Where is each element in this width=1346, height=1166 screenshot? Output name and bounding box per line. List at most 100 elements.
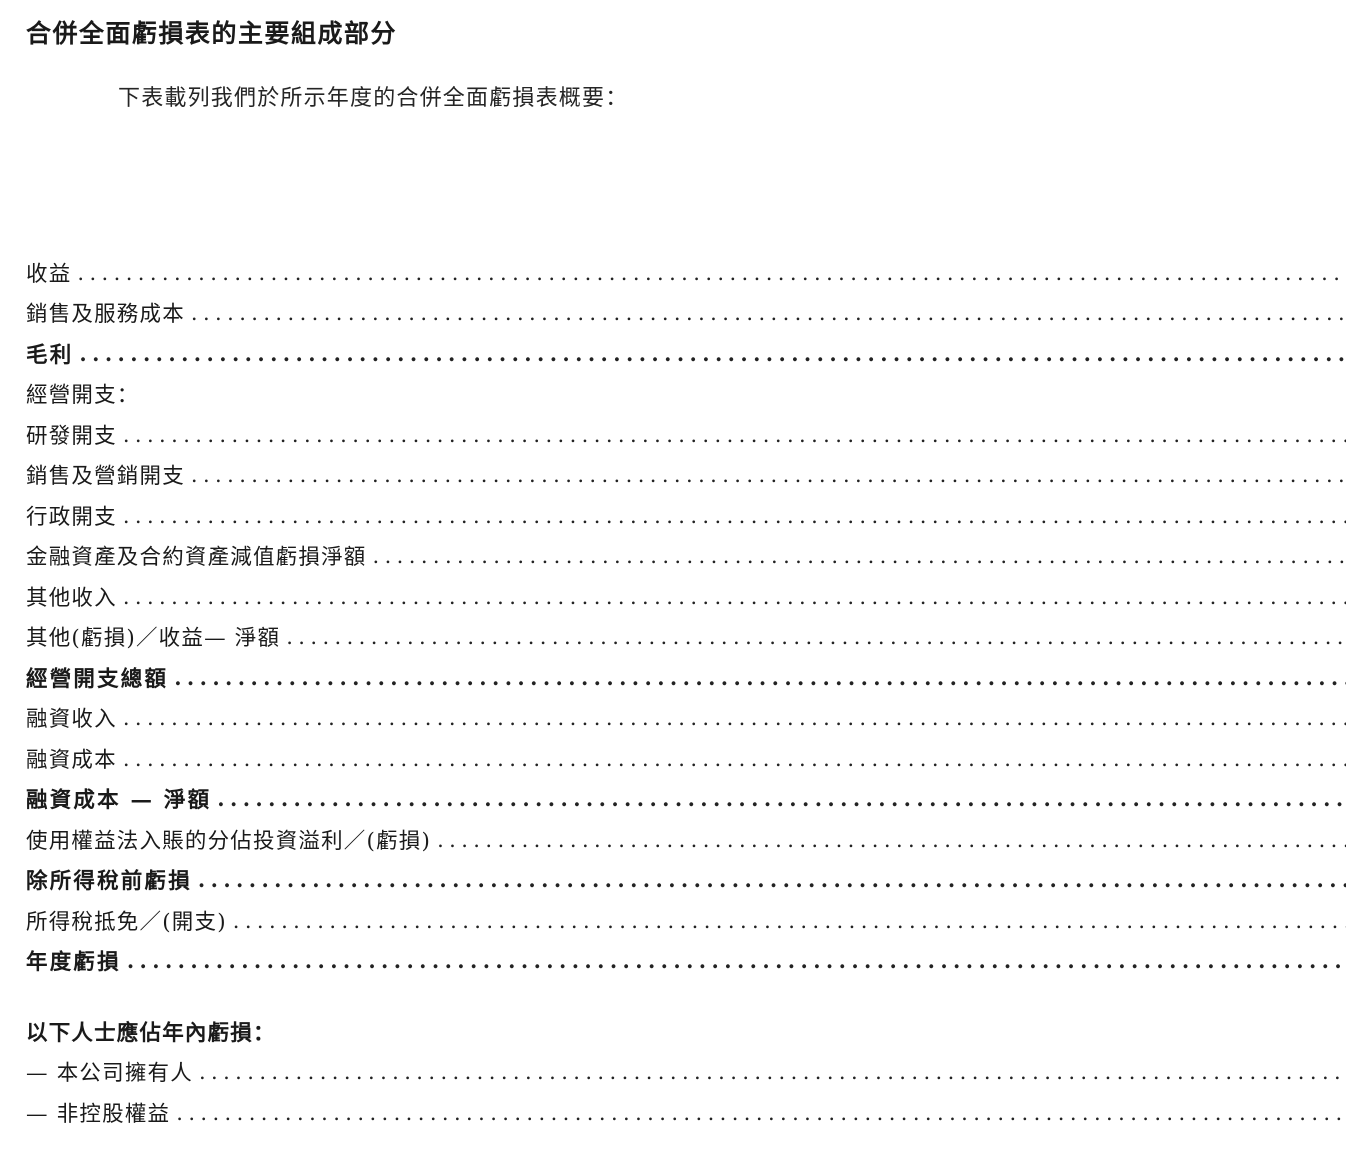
label-with-leader: 融資成本....................................…: [26, 743, 1346, 774]
row-label-cell: 年度虧損....................................…: [26, 936, 1346, 977]
row-label-cell: 使用權益法入賬的分佔投資溢利／(虧損).....................…: [26, 814, 1346, 855]
label-with-leader: — 非控股權益.................................…: [26, 1097, 1346, 1128]
table-body: 截至12月31日止年度2022年2023年2024年（人民幣千元） 收益.....…: [26, 140, 1346, 1163]
label-with-leader: 銷售及營銷開支.................................…: [26, 459, 1346, 490]
row-label-cell: 收益......................................…: [26, 247, 1346, 288]
attribution-title-row: 以下人士應佔年內虧損：: [26, 1006, 1346, 1047]
label-with-leader: 其他(虧損)／收益— 淨額...........................…: [26, 621, 1346, 652]
table-row: 金融資產及合約資產減值虧損淨額.........................…: [26, 531, 1346, 572]
attribution-total-row: (375,391)(376,244)(454,211): [26, 1128, 1346, 1163]
row-label: 其他(虧損)／收益— 淨額: [26, 626, 281, 651]
dot-leader: ........................................…: [198, 1060, 1346, 1084]
table-row: 所得稅抵免／(開支)..............................…: [26, 895, 1346, 936]
row-label: 研發開支: [26, 423, 117, 449]
row-label-cell: 研發開支....................................…: [26, 409, 1346, 450]
row-label-cell: [26, 1128, 1346, 1163]
dot-leader: ........................................…: [372, 544, 1346, 568]
row-label: 其他收入: [26, 585, 117, 611]
row-label: 毛利: [26, 342, 74, 368]
label-with-leader: 經營開支總額..................................…: [26, 662, 1346, 693]
row-label: 經營開支：: [26, 383, 140, 408]
row-label: — 非控股權益: [26, 1101, 171, 1127]
dot-leader: ........................................…: [174, 664, 1346, 690]
dot-leader: ........................................…: [122, 706, 1346, 730]
label-with-leader: 行政開支....................................…: [26, 500, 1346, 531]
row-label-cell: 銷售及服務成本.................................…: [26, 288, 1346, 329]
row-label-cell: 融資成本....................................…: [26, 733, 1346, 774]
spacer: [26, 976, 1346, 1006]
label-plain: 經營開支：: [26, 378, 1346, 409]
table-header-years-row: 2022年2023年2024年: [26, 172, 1346, 202]
row-label: 經營開支總額: [26, 666, 169, 692]
header-spacer: [26, 140, 1346, 170]
dot-leader: ........................................…: [197, 867, 1346, 892]
label-plain: 以下人士應佔年內虧損：: [26, 1016, 1346, 1047]
row-label: 銷售及營銷開支: [26, 464, 185, 489]
dot-leader: ........................................…: [232, 908, 1346, 933]
dot-leader: ........................................…: [286, 625, 1346, 649]
row-label: 銷售及服務成本: [26, 302, 185, 327]
row-label: 融資成本: [26, 747, 117, 773]
unit-note-row: （人民幣千元）: [26, 204, 1346, 233]
attribution-row: — 本公司擁有人................................…: [26, 1047, 1346, 1088]
row-label: 金融資產及合約資產減值虧損淨額: [26, 545, 367, 570]
label-with-leader: 研發開支....................................…: [26, 419, 1346, 450]
label-with-leader: 其他收入....................................…: [26, 581, 1346, 612]
attribution-row: — 非控股權益.................................…: [26, 1087, 1346, 1128]
row-label-cell: 其他(虧損)／收益— 淨額...........................…: [26, 612, 1346, 653]
row-label-cell: 金融資產及合約資產減值虧損淨額.........................…: [26, 531, 1346, 572]
dot-leader: ........................................…: [190, 301, 1346, 325]
header-spacer: [26, 204, 1346, 233]
table-header-period-row: 截至12月31日止年度: [26, 140, 1346, 170]
row-label: — 本公司擁有人: [26, 1061, 193, 1086]
row-label-cell: 經營開支總額..................................…: [26, 652, 1346, 693]
header-spacer: [26, 172, 1346, 202]
table-row: 融資收入....................................…: [26, 693, 1346, 734]
dot-leader: ........................................…: [217, 786, 1346, 811]
page-title: 合併全面虧損表的主要組成部分: [26, 19, 398, 48]
row-label: 使用權益法入賬的分佔投資溢利／(虧損): [26, 828, 432, 854]
label-with-leader: 使用權益法入賬的分佔投資溢利／(虧損).....................…: [26, 824, 1346, 855]
table-row: 使用權益法入賬的分佔投資溢利／(虧損).....................…: [26, 814, 1346, 855]
table-row: 行政開支....................................…: [26, 490, 1346, 531]
dot-leader: ........................................…: [77, 260, 1346, 285]
row-label-cell: — 本公司擁有人................................…: [26, 1047, 1346, 1088]
dot-leader: ........................................…: [122, 746, 1346, 771]
dot-leader: ........................................…: [122, 503, 1346, 528]
label-with-leader: 毛利......................................…: [26, 338, 1346, 369]
label-with-leader: — 本公司擁有人................................…: [26, 1056, 1346, 1087]
label-with-leader: 融資成本 — 淨額...............................…: [26, 783, 1346, 814]
row-label-cell: 其他收入....................................…: [26, 571, 1346, 612]
table-row: 研發開支....................................…: [26, 409, 1346, 450]
table-row: 收益......................................…: [26, 247, 1346, 288]
table-row: 其他收入....................................…: [26, 571, 1346, 612]
dot-leader: ........................................…: [126, 948, 1346, 973]
table-row: 融資成本....................................…: [26, 733, 1346, 774]
label-with-leader: 年度虧損....................................…: [26, 945, 1346, 976]
intro-paragraph: 下表載列我們於所示年度的合併全面虧損表概要：: [118, 86, 629, 111]
label-with-leader: 銷售及服務成本.................................…: [26, 297, 1346, 328]
label-with-leader: 融資收入....................................…: [26, 702, 1346, 733]
dot-leader: ........................................…: [437, 827, 1346, 852]
row-label-cell: 行政開支....................................…: [26, 490, 1346, 531]
row-label-cell: 融資收入....................................…: [26, 693, 1346, 734]
table-row: 除所得稅前虧損.................................…: [26, 855, 1346, 896]
table-row: 其他(虧損)／收益— 淨額...........................…: [26, 612, 1346, 653]
label-with-leader: 所得稅抵免／(開支)..............................…: [26, 905, 1346, 936]
row-label-cell: — 非控股權益.................................…: [26, 1087, 1346, 1128]
dot-leader: ........................................…: [176, 1100, 1346, 1125]
row-label: 年度虧損: [26, 950, 121, 975]
spacer-row: [26, 976, 1346, 1006]
table-row: 年度虧損....................................…: [26, 936, 1346, 977]
row-label: 收益: [26, 261, 72, 287]
table-row: 經營開支：: [26, 369, 1346, 410]
row-label: 融資收入: [26, 707, 117, 732]
row-label-cell: 以下人士應佔年內虧損：: [26, 1006, 1346, 1047]
table-row: 銷售及服務成本.................................…: [26, 288, 1346, 329]
row-label: 除所得稅前虧損: [26, 869, 192, 894]
row-label-cell: 經營開支：: [26, 369, 1346, 410]
row-label: 以下人士應佔年內虧損：: [26, 1020, 276, 1046]
dot-leader: ........................................…: [122, 422, 1346, 447]
row-label: 所得稅抵免／(開支): [26, 909, 227, 935]
